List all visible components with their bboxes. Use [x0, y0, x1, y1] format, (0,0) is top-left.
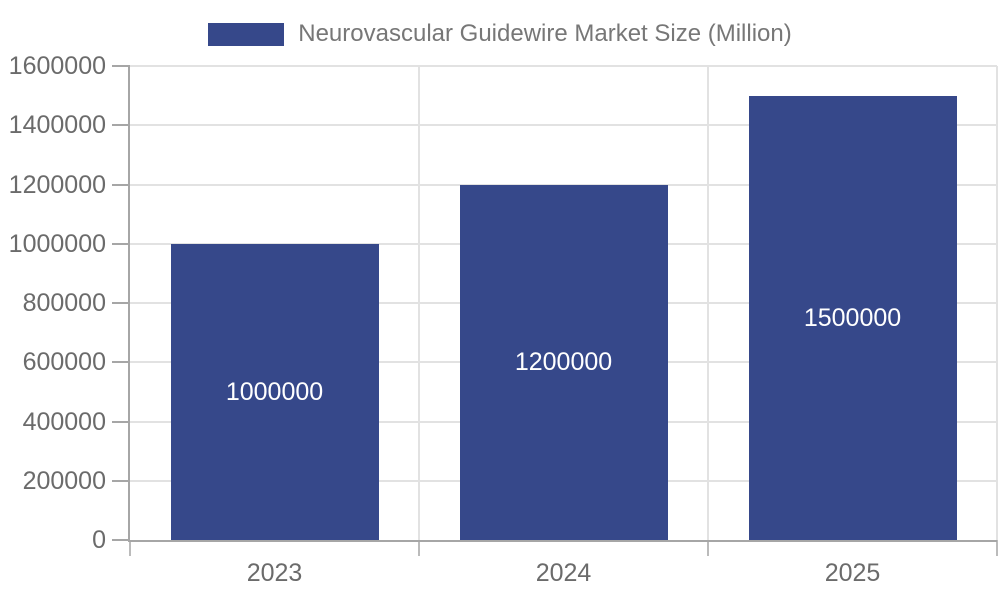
y-tick-label: 200000: [22, 466, 106, 495]
y-tick-label: 1200000: [8, 170, 106, 199]
gridline-x: [418, 66, 420, 540]
bar-2024: [459, 184, 668, 540]
legend-label: Neurovascular Guidewire Market Size (Mil…: [298, 20, 792, 47]
x-axis-tick: [418, 540, 420, 556]
x-axis-line: [128, 540, 997, 542]
bar-value-label-2023: 1000000: [225, 377, 324, 406]
x-tick-label-2025: 2025: [824, 559, 881, 587]
y-tick-label: 800000: [22, 289, 106, 317]
y-axis-tick: [112, 420, 130, 423]
y-axis-tick: [112, 361, 130, 364]
y-tick-label: 0: [92, 526, 106, 554]
y-axis-tick: [112, 183, 130, 186]
y-tick-label: 600000: [22, 348, 106, 377]
y-axis-tick: [112, 124, 130, 127]
x-axis-tick: [707, 540, 709, 556]
y-axis-tick: [112, 242, 130, 245]
chart-legend: Neurovascular Guidewire Market Size (Mil…: [0, 20, 1000, 48]
x-axis-tick: [996, 540, 998, 556]
y-axis-tick: [112, 539, 130, 541]
gridline-x: [996, 66, 998, 540]
y-axis-line: [128, 66, 130, 540]
gridline-x: [707, 66, 709, 540]
y-tick-label: 1000000: [8, 229, 106, 258]
y-axis-tick: [112, 479, 130, 482]
x-axis-tick: [129, 540, 131, 556]
legend-swatch: [208, 22, 285, 46]
y-tick-label: 1400000: [8, 111, 106, 140]
bar-value-label-2024: 1200000: [514, 348, 613, 377]
y-axis-tick: [112, 65, 130, 67]
y-axis-tick: [112, 302, 130, 304]
bar-value-label-2025: 1500000: [803, 303, 902, 332]
gridline-y: [130, 65, 997, 67]
y-tick-label: 400000: [22, 407, 106, 436]
bar-2023: [170, 243, 379, 540]
y-tick-label: 1600000: [8, 52, 106, 80]
bar-2025: [748, 95, 957, 540]
gridline-y: [130, 124, 997, 127]
x-tick-label-2023: 2023: [246, 559, 303, 587]
x-tick-label-2024: 2024: [535, 559, 592, 587]
